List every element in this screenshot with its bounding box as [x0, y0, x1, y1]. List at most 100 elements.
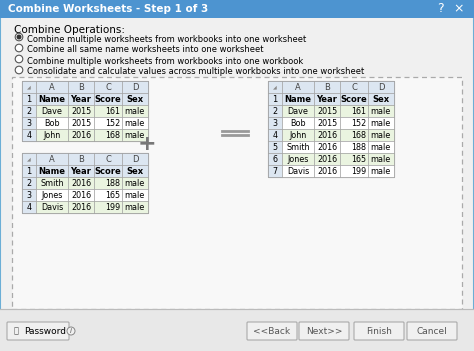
Text: Combine Operations:: Combine Operations: — [14, 25, 125, 35]
Bar — [368, 129, 394, 141]
FancyBboxPatch shape — [7, 322, 69, 340]
Bar — [268, 93, 282, 105]
Bar — [94, 81, 122, 93]
Text: ◢: ◢ — [27, 157, 31, 161]
FancyBboxPatch shape — [354, 322, 404, 340]
Text: 3: 3 — [27, 119, 31, 127]
Text: Bob: Bob — [44, 119, 60, 127]
Bar — [68, 153, 94, 165]
Text: 2: 2 — [27, 179, 32, 187]
Text: C: C — [105, 154, 111, 164]
Text: Combine all same name worksheets into one worksheet: Combine all same name worksheets into on… — [27, 46, 264, 54]
Text: 4: 4 — [27, 131, 31, 139]
Text: male: male — [124, 131, 144, 139]
Text: male: male — [124, 106, 144, 115]
Bar — [368, 153, 394, 165]
Bar — [94, 117, 122, 129]
Bar — [122, 153, 148, 165]
Bar — [122, 117, 148, 129]
FancyBboxPatch shape — [247, 322, 297, 340]
Text: Jones: Jones — [287, 154, 309, 164]
Text: 152: 152 — [351, 119, 366, 127]
Bar — [68, 105, 94, 117]
Text: A: A — [49, 154, 55, 164]
Bar — [268, 81, 394, 177]
Bar — [268, 165, 282, 177]
Bar — [36, 165, 68, 177]
Text: John: John — [44, 131, 61, 139]
Bar — [282, 81, 314, 93]
Text: 161: 161 — [351, 106, 366, 115]
Bar — [122, 93, 148, 105]
Bar — [122, 105, 148, 117]
Bar — [340, 105, 368, 117]
Text: 165: 165 — [351, 154, 366, 164]
Bar — [314, 117, 340, 129]
Text: B: B — [324, 82, 330, 92]
Bar — [368, 93, 394, 105]
Bar — [22, 105, 36, 117]
FancyBboxPatch shape — [299, 322, 349, 340]
Text: male: male — [370, 143, 390, 152]
Bar — [314, 153, 340, 165]
Bar — [36, 153, 68, 165]
Bar — [122, 81, 148, 93]
Bar — [340, 141, 368, 153]
Text: 7: 7 — [273, 166, 278, 176]
Bar — [94, 165, 122, 177]
Text: 168: 168 — [105, 131, 120, 139]
Text: John: John — [289, 131, 307, 139]
Text: 1: 1 — [273, 94, 278, 104]
Circle shape — [67, 327, 75, 335]
Text: Bob: Bob — [290, 119, 306, 127]
Text: C: C — [105, 82, 111, 92]
Text: 2016: 2016 — [72, 191, 92, 199]
Circle shape — [15, 55, 23, 63]
Bar — [22, 201, 36, 213]
Text: 2016: 2016 — [72, 203, 92, 212]
Bar — [282, 153, 314, 165]
Bar — [36, 105, 68, 117]
Bar — [36, 201, 68, 213]
Text: 2016: 2016 — [72, 179, 92, 187]
Text: Score: Score — [341, 94, 367, 104]
Bar — [340, 165, 368, 177]
Bar — [282, 117, 314, 129]
Text: 2015: 2015 — [318, 106, 338, 115]
Text: i: i — [70, 328, 72, 334]
Circle shape — [15, 44, 23, 52]
Text: Sex: Sex — [127, 94, 144, 104]
Text: Name: Name — [38, 94, 65, 104]
Bar — [22, 117, 36, 129]
Text: male: male — [370, 119, 390, 127]
Bar — [282, 165, 314, 177]
Bar — [94, 105, 122, 117]
Bar — [36, 81, 68, 93]
Bar — [94, 129, 122, 141]
Bar — [94, 93, 122, 105]
Text: male: male — [124, 179, 144, 187]
Text: Year: Year — [317, 94, 337, 104]
Bar — [94, 177, 122, 189]
Text: Dave: Dave — [288, 106, 309, 115]
Bar — [12, 77, 462, 309]
Bar — [94, 153, 122, 165]
Text: D: D — [132, 82, 138, 92]
Text: Name: Name — [284, 94, 311, 104]
Bar — [282, 141, 314, 153]
Text: 161: 161 — [105, 106, 120, 115]
Bar — [0, 0, 474, 18]
Text: 2: 2 — [273, 106, 278, 115]
Bar — [122, 189, 148, 201]
Text: Combine Worksheets - Step 1 of 3: Combine Worksheets - Step 1 of 3 — [8, 4, 208, 14]
Text: 2: 2 — [27, 106, 32, 115]
Text: 4: 4 — [27, 203, 31, 212]
Circle shape — [17, 35, 21, 39]
Bar — [314, 105, 340, 117]
Bar — [268, 117, 282, 129]
Bar — [22, 165, 36, 177]
Text: 2015: 2015 — [72, 106, 92, 115]
Text: 6: 6 — [273, 154, 277, 164]
Text: 🗋: 🗋 — [14, 326, 19, 336]
Text: 2015: 2015 — [318, 119, 338, 127]
